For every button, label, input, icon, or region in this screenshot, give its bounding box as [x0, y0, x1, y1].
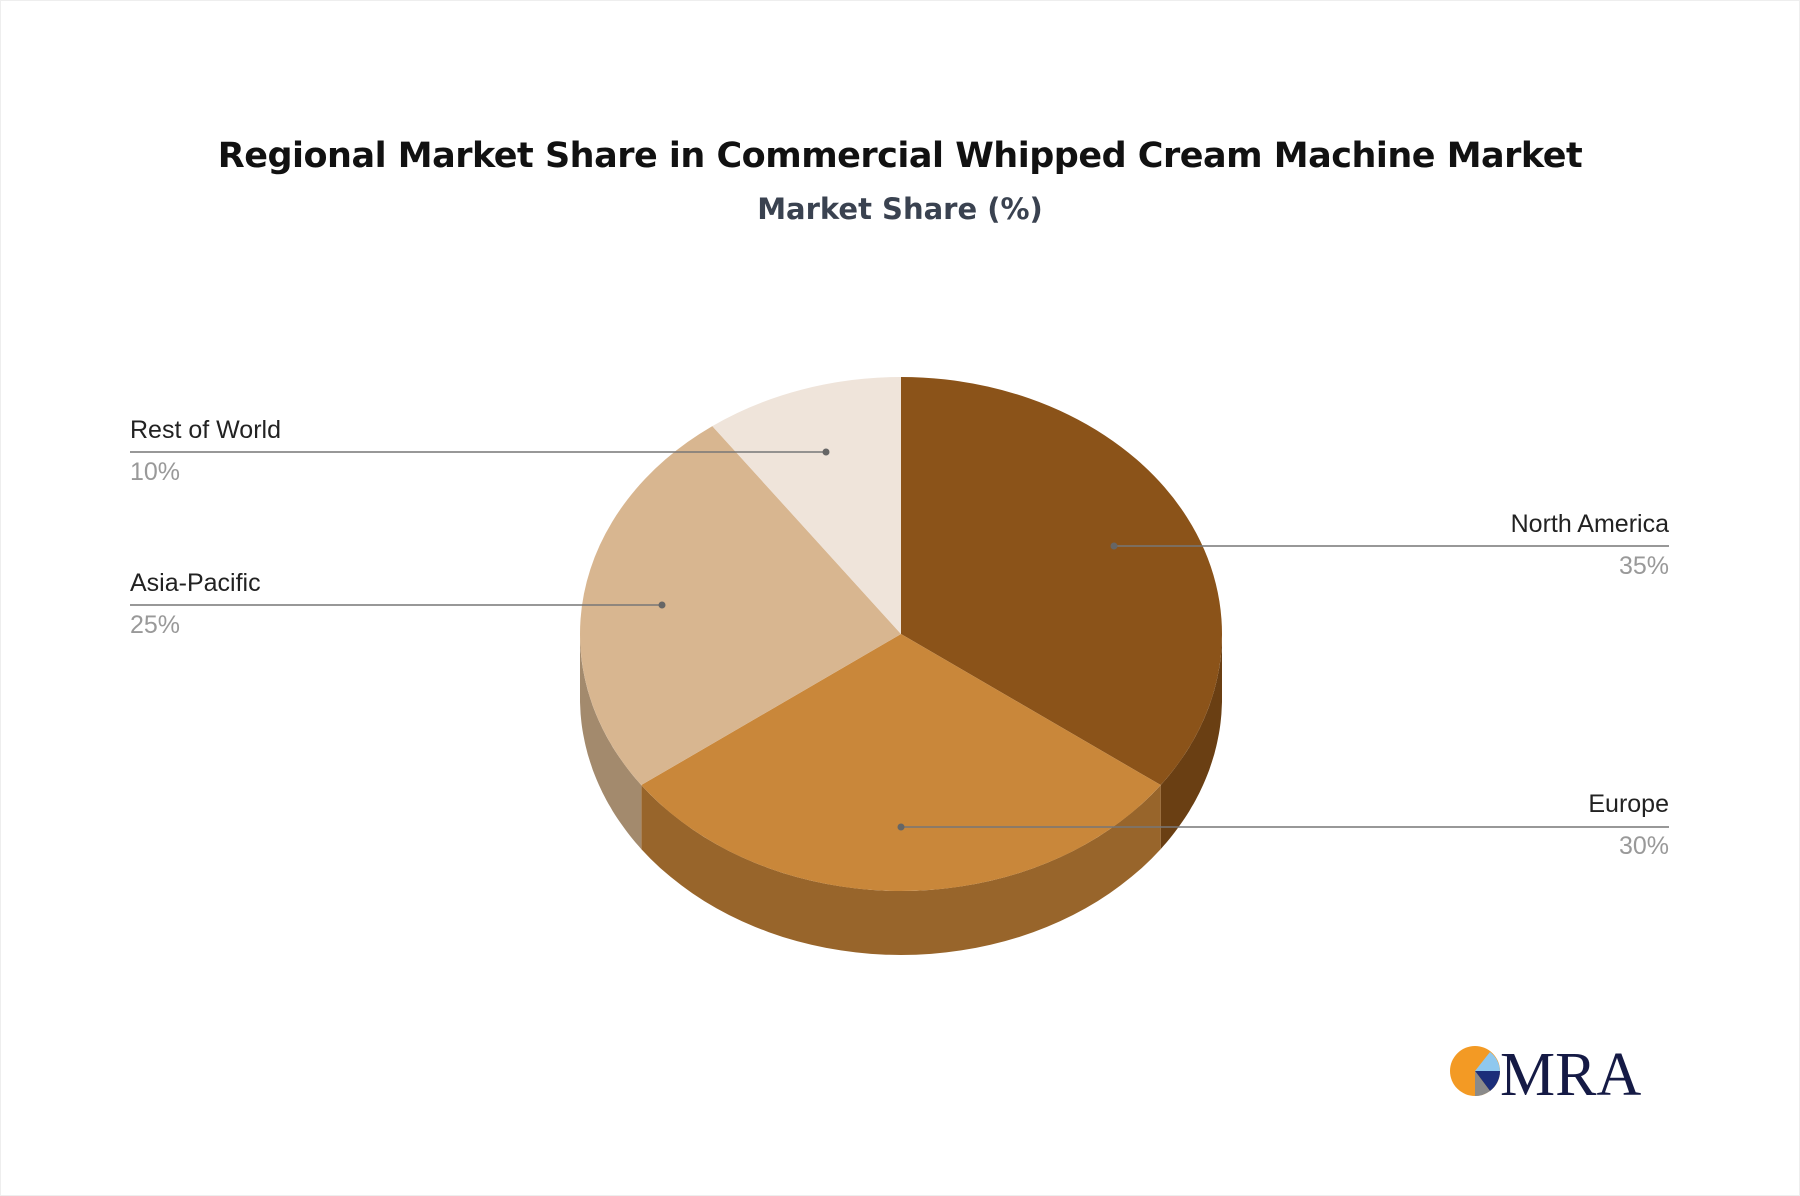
value-asia-pacific: 25%: [130, 611, 181, 639]
value-europe: 30%: [1618, 832, 1669, 860]
mra-logo: MRA: [1450, 1044, 1641, 1104]
pie-slice-north-america[interactable]: [901, 377, 1222, 786]
logo-text: MRA: [1500, 1044, 1641, 1104]
label-north-america: North America: [1510, 510, 1669, 538]
leader-dot-rest-of-world: [822, 448, 830, 456]
value-rest-of-world: 10%: [130, 458, 181, 486]
label-europe: Europe: [1588, 790, 1669, 818]
pie-side-north-america: [1160, 634, 1222, 850]
pie-slice-rest-of-world[interactable]: [712, 377, 901, 634]
label-asia-pacific: Asia-Pacific: [130, 569, 261, 597]
pie-slice-asia-pacific[interactable]: [580, 426, 901, 786]
chart-title: Regional Market Share in Commercial Whip…: [217, 136, 1583, 176]
leader-dot-north-america: [1110, 542, 1118, 550]
leader-dot-europe: [897, 823, 905, 831]
pie-side-europe: [641, 785, 1161, 955]
leader-dot-asia-pacific: [658, 601, 666, 609]
pie-side-asia-pacific: [580, 634, 642, 850]
value-north-america: 35%: [1618, 552, 1669, 580]
chart-subtitle: Market Share (%): [757, 192, 1043, 226]
label-rest-of-world: Rest of World: [130, 416, 281, 444]
